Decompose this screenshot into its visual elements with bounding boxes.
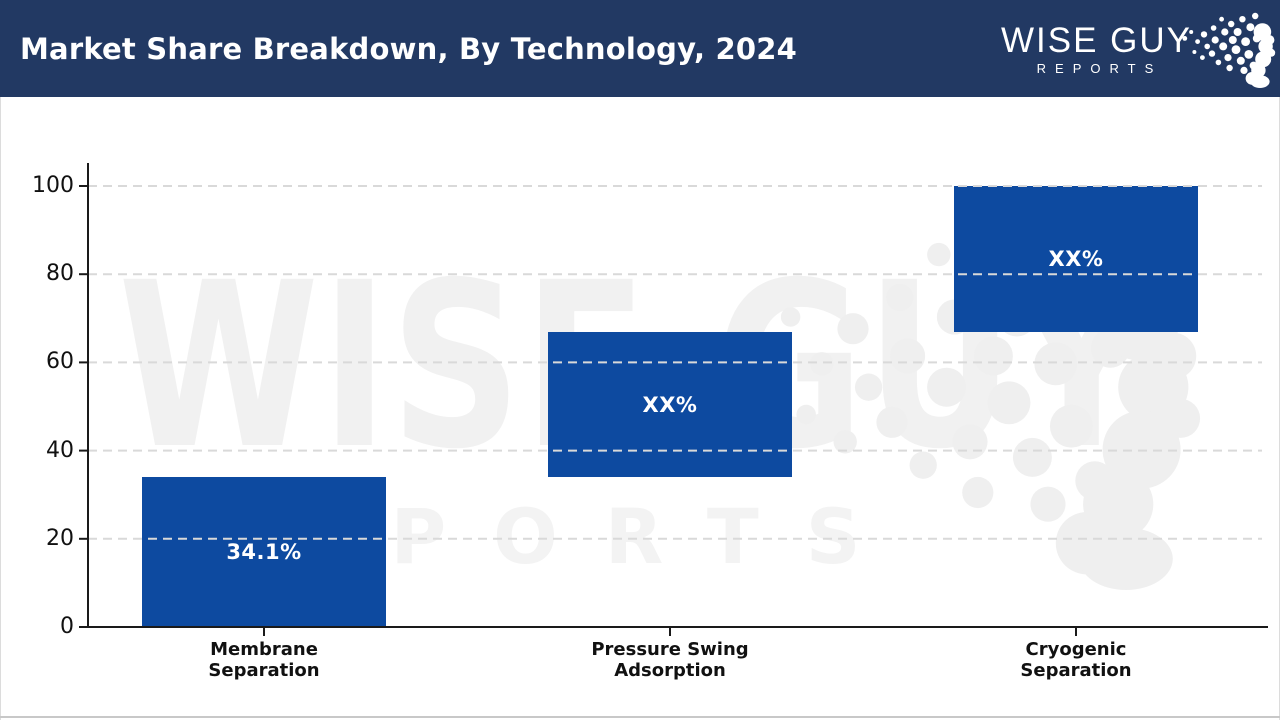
bar-value-label: 34.1% <box>226 539 302 564</box>
y-axis-tick-label: 80 <box>46 261 74 287</box>
category-label-line: Adsorption <box>614 660 726 681</box>
category-label-line: Separation <box>1020 660 1132 681</box>
bottom-border <box>0 716 1280 718</box>
y-axis-tick-label: 20 <box>46 525 74 551</box>
bar-segment: 34.1% <box>142 476 386 627</box>
x-axis-category-label: Pressure Swing Adsorption <box>510 639 830 681</box>
y-axis-tick-label: 60 <box>46 349 74 375</box>
logo-wordmark: WISE GUY <box>1000 21 1192 60</box>
category-label-line: Cryogenic <box>1025 639 1127 660</box>
y-axis-tick-label: 40 <box>46 437 74 463</box>
logo-subtext: REPORTS <box>1036 61 1163 76</box>
category-label-line: Membrane <box>210 639 318 660</box>
x-axis-category-label: Cryogenic Separation <box>916 639 1236 681</box>
logo-head-icon <box>1180 6 1276 90</box>
brand-logo: WISE GUY REPORTS <box>1000 0 1270 97</box>
category-label-line: Separation <box>208 660 320 681</box>
header-bar: Market Share Breakdown, By Technology, 2… <box>0 0 1280 97</box>
y-axis-tick-label: 0 <box>60 614 74 639</box>
left-border <box>0 97 1 720</box>
brand-logo-text: WISE GUY REPORTS <box>1000 21 1192 76</box>
y-axis-tick-label: 100 <box>32 173 74 198</box>
bar-value-label: XX% <box>642 392 698 417</box>
chart-title: Market Share Breakdown, By Technology, 2… <box>20 31 798 66</box>
x-axis-category-label: Membrane Separation <box>104 639 424 681</box>
bar-segment: XX% <box>954 186 1198 333</box>
bar-value-label: XX% <box>1048 247 1104 272</box>
bar-segment: XX% <box>548 332 792 477</box>
category-label-line: Pressure Swing <box>591 639 749 660</box>
